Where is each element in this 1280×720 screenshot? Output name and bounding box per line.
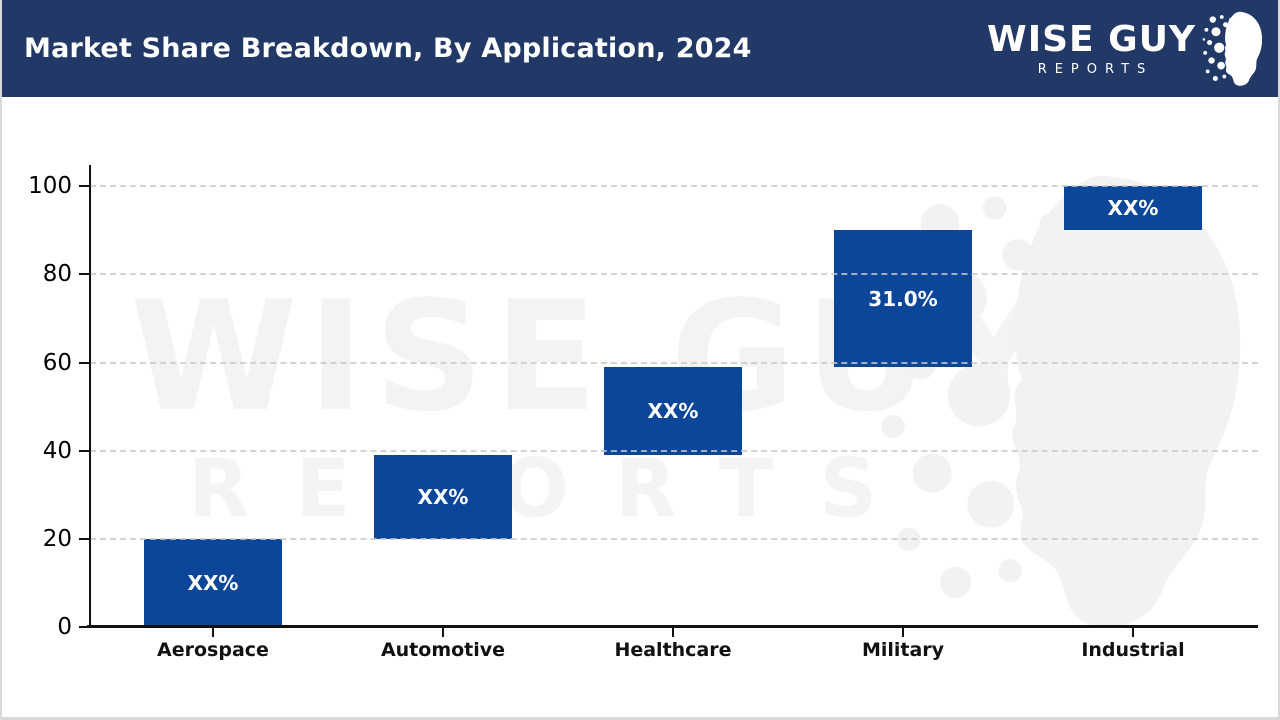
header-bar: Market Share Breakdown, By Application, …: [2, 0, 1278, 97]
y-axis-tick-label: 60: [42, 349, 72, 376]
brand-logo-text: WISE GUY REPORTS: [986, 18, 1196, 77]
y-axis-tick-label: 80: [42, 261, 72, 288]
x-axis-label-industrial: Industrial: [1081, 639, 1185, 661]
y-axis-tick: [79, 626, 89, 628]
logo-wordmark: WISE GUY: [986, 18, 1196, 60]
y-axis-tick: [79, 273, 89, 276]
y-axis-tick-label: 0: [57, 614, 72, 640]
y-axis-tick: [79, 185, 89, 188]
bar-value-label: XX%: [1107, 196, 1159, 221]
brand-logo: WISE GUY REPORTS: [987, 8, 1264, 90]
bar-aerospace: XX%: [144, 538, 282, 627]
bar-value-label: XX%: [647, 398, 699, 423]
y-axis-tick-label: 20: [42, 525, 72, 552]
x-axis-label-aerospace: Aerospace: [157, 639, 269, 661]
x-axis-label-healthcare: Healthcare: [614, 639, 732, 661]
x-axis-tick: [212, 628, 214, 637]
y-axis-tick-label: 40: [42, 437, 72, 464]
x-axis-tick: [442, 628, 444, 637]
y-axis-tick: [79, 449, 89, 452]
bar-value-label: XX%: [417, 484, 469, 509]
bar-military: 31.0%: [834, 230, 972, 367]
x-axis-tick: [1132, 628, 1134, 637]
bar-value-label: XX%: [187, 570, 239, 595]
y-axis-tick: [79, 361, 89, 364]
bar-healthcare: XX%: [604, 366, 742, 456]
y-axis-line: [89, 165, 91, 628]
x-axis-tick: [902, 628, 904, 637]
y-axis-tick: [79, 537, 89, 540]
logo-subtitle: REPORTS: [1037, 61, 1154, 77]
x-axis-label-military: Military: [861, 639, 945, 661]
x-axis-tick: [672, 628, 674, 637]
bar-automotive: XX%: [374, 455, 512, 539]
page-title: Market Share Breakdown, By Application, …: [24, 33, 752, 64]
y-axis-tick-label: 100: [28, 173, 72, 200]
bar-value-label: 31.0%: [868, 286, 938, 311]
watermark-subtitle: REPORTS: [188, 442, 924, 535]
x-axis-label-automotive: Automotive: [380, 639, 506, 661]
bar-industrial: XX%: [1064, 186, 1202, 231]
x-axis-line: [87, 625, 1258, 628]
